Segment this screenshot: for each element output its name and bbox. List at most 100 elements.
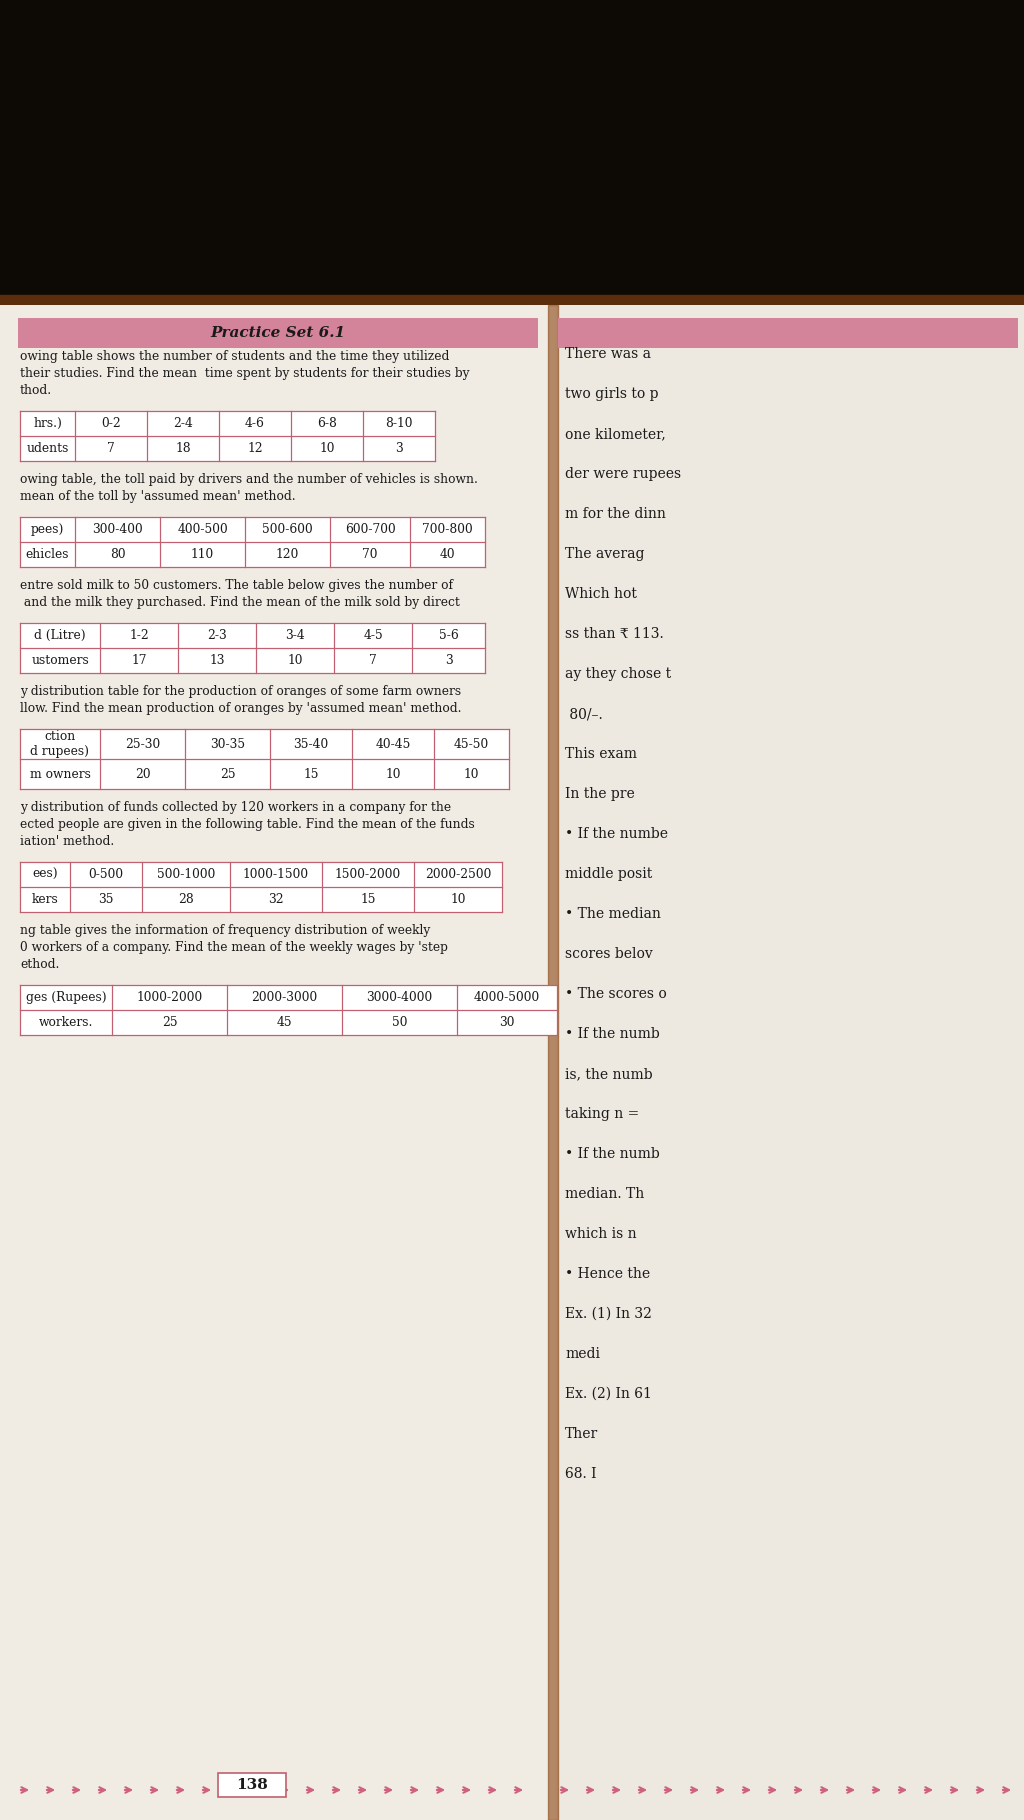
Text: Ex. (1) In 32: Ex. (1) In 32 bbox=[565, 1307, 652, 1321]
Text: ehicles: ehicles bbox=[26, 548, 70, 561]
Text: median. Th: median. Th bbox=[565, 1187, 644, 1201]
Text: • If the numb: • If the numb bbox=[565, 1147, 659, 1161]
Text: m for the dinn: m for the dinn bbox=[565, 508, 666, 521]
Text: 12: 12 bbox=[247, 442, 263, 455]
Text: 28: 28 bbox=[178, 894, 194, 906]
Text: 45: 45 bbox=[276, 1016, 292, 1028]
Text: 1500-2000: 1500-2000 bbox=[335, 868, 401, 881]
Text: 400-500: 400-500 bbox=[177, 522, 228, 537]
Text: 17: 17 bbox=[131, 653, 146, 666]
Text: 5-6: 5-6 bbox=[438, 630, 459, 642]
Text: 2-4: 2-4 bbox=[173, 417, 193, 430]
Text: pees): pees) bbox=[31, 522, 65, 537]
Bar bbox=[20, 622, 485, 673]
Text: 1000-1500: 1000-1500 bbox=[243, 868, 309, 881]
Text: y distribution table for the production of oranges of some farm owners: y distribution table for the production … bbox=[20, 684, 461, 699]
Text: 25-30: 25-30 bbox=[125, 737, 160, 750]
Text: 35-40: 35-40 bbox=[293, 737, 329, 750]
Text: 0-500: 0-500 bbox=[88, 868, 124, 881]
Text: 1-2: 1-2 bbox=[129, 630, 148, 642]
Text: taking n =: taking n = bbox=[565, 1107, 639, 1121]
Text: In the pre: In the pre bbox=[565, 786, 635, 801]
Text: 138: 138 bbox=[237, 1778, 268, 1793]
Text: thod.: thod. bbox=[20, 384, 52, 397]
Text: 15: 15 bbox=[360, 894, 376, 906]
Text: 68. I: 68. I bbox=[565, 1467, 597, 1481]
Text: 4000-5000: 4000-5000 bbox=[474, 992, 540, 1005]
Text: 110: 110 bbox=[190, 548, 214, 561]
Text: entre sold milk to 50 customers. The table below gives the number of: entre sold milk to 50 customers. The tab… bbox=[20, 579, 453, 592]
Text: 700-800: 700-800 bbox=[422, 522, 473, 537]
Text: 10: 10 bbox=[385, 768, 400, 781]
Text: udents: udents bbox=[27, 442, 69, 455]
Text: which is n: which is n bbox=[565, 1227, 637, 1241]
Text: 3: 3 bbox=[395, 442, 402, 455]
Bar bbox=[558, 318, 1018, 348]
Text: their studies. Find the mean  time spent by students for their studies by: their studies. Find the mean time spent … bbox=[20, 368, 469, 380]
Bar bbox=[20, 985, 557, 1036]
Text: The averag: The averag bbox=[565, 548, 644, 561]
Text: 35: 35 bbox=[98, 894, 114, 906]
Text: 1000-2000: 1000-2000 bbox=[136, 992, 203, 1005]
Text: Ther: Ther bbox=[565, 1427, 598, 1441]
Text: ng table gives the information of frequency distribution of weekly: ng table gives the information of freque… bbox=[20, 925, 430, 937]
Bar bbox=[20, 863, 502, 912]
Text: 30: 30 bbox=[500, 1016, 515, 1028]
Text: 0-2: 0-2 bbox=[101, 417, 121, 430]
Text: mean of the toll by 'assumed mean' method.: mean of the toll by 'assumed mean' metho… bbox=[20, 490, 296, 502]
Text: • If the numbe: • If the numbe bbox=[565, 826, 668, 841]
Text: 10: 10 bbox=[451, 894, 466, 906]
Text: ay they chose t: ay they chose t bbox=[565, 666, 671, 681]
Text: 3: 3 bbox=[444, 653, 453, 666]
Text: 6-8: 6-8 bbox=[317, 417, 337, 430]
Text: owing table shows the number of students and the time they utilized: owing table shows the number of students… bbox=[20, 349, 450, 362]
Bar bbox=[0, 306, 555, 1820]
Text: 2000-2500: 2000-2500 bbox=[425, 868, 492, 881]
Bar bbox=[20, 517, 485, 568]
Bar bbox=[555, 306, 1024, 1820]
Text: 0 workers of a company. Find the mean of the weekly wages by 'step: 0 workers of a company. Find the mean of… bbox=[20, 941, 447, 954]
Text: 25: 25 bbox=[162, 1016, 177, 1028]
Text: 45-50: 45-50 bbox=[454, 737, 489, 750]
Text: 80/–.: 80/–. bbox=[565, 706, 603, 721]
Text: 10: 10 bbox=[464, 768, 479, 781]
Text: ction
d rupees): ction d rupees) bbox=[31, 730, 89, 757]
Text: There was a: There was a bbox=[565, 348, 651, 360]
Text: scores belov: scores belov bbox=[565, 946, 652, 961]
Bar bbox=[218, 1773, 286, 1796]
Text: 40-45: 40-45 bbox=[376, 737, 411, 750]
Text: 4-6: 4-6 bbox=[245, 417, 265, 430]
Text: • If the numb: • If the numb bbox=[565, 1026, 659, 1041]
Text: 32: 32 bbox=[268, 894, 284, 906]
Text: y distribution of funds collected by 120 workers in a company for the: y distribution of funds collected by 120… bbox=[20, 801, 452, 814]
Text: two girls to p: two girls to p bbox=[565, 388, 658, 400]
Text: Ex. (2) In 61: Ex. (2) In 61 bbox=[565, 1387, 652, 1401]
Text: This exam: This exam bbox=[565, 746, 637, 761]
Text: 7: 7 bbox=[108, 442, 115, 455]
Text: 30-35: 30-35 bbox=[210, 737, 245, 750]
Text: 80: 80 bbox=[110, 548, 125, 561]
Text: iation' method.: iation' method. bbox=[20, 835, 115, 848]
Text: der were rupees: der were rupees bbox=[565, 468, 681, 480]
Text: Practice Set 6.1: Practice Set 6.1 bbox=[211, 326, 345, 340]
Text: ss than ₹ 113.: ss than ₹ 113. bbox=[565, 628, 664, 641]
Text: 40: 40 bbox=[439, 548, 456, 561]
Text: 600-700: 600-700 bbox=[345, 522, 395, 537]
Text: ethod.: ethod. bbox=[20, 957, 59, 972]
Text: 7: 7 bbox=[369, 653, 377, 666]
Text: 4-5: 4-5 bbox=[364, 630, 383, 642]
Bar bbox=[20, 411, 435, 460]
Text: d (Litre): d (Litre) bbox=[34, 630, 86, 642]
Text: • The scores o: • The scores o bbox=[565, 986, 667, 1001]
Text: 3000-4000: 3000-4000 bbox=[367, 992, 432, 1005]
Text: ected people are given in the following table. Find the mean of the funds: ected people are given in the following … bbox=[20, 817, 475, 832]
Text: 10: 10 bbox=[288, 653, 303, 666]
Text: 13: 13 bbox=[209, 653, 224, 666]
Bar bbox=[20, 730, 509, 790]
Text: is, the numb: is, the numb bbox=[565, 1067, 652, 1081]
Text: 120: 120 bbox=[275, 548, 299, 561]
Text: 18: 18 bbox=[175, 442, 190, 455]
Text: • Hence the: • Hence the bbox=[565, 1267, 650, 1281]
Text: ges (Rupees): ges (Rupees) bbox=[26, 992, 106, 1005]
Text: 15: 15 bbox=[303, 768, 318, 781]
